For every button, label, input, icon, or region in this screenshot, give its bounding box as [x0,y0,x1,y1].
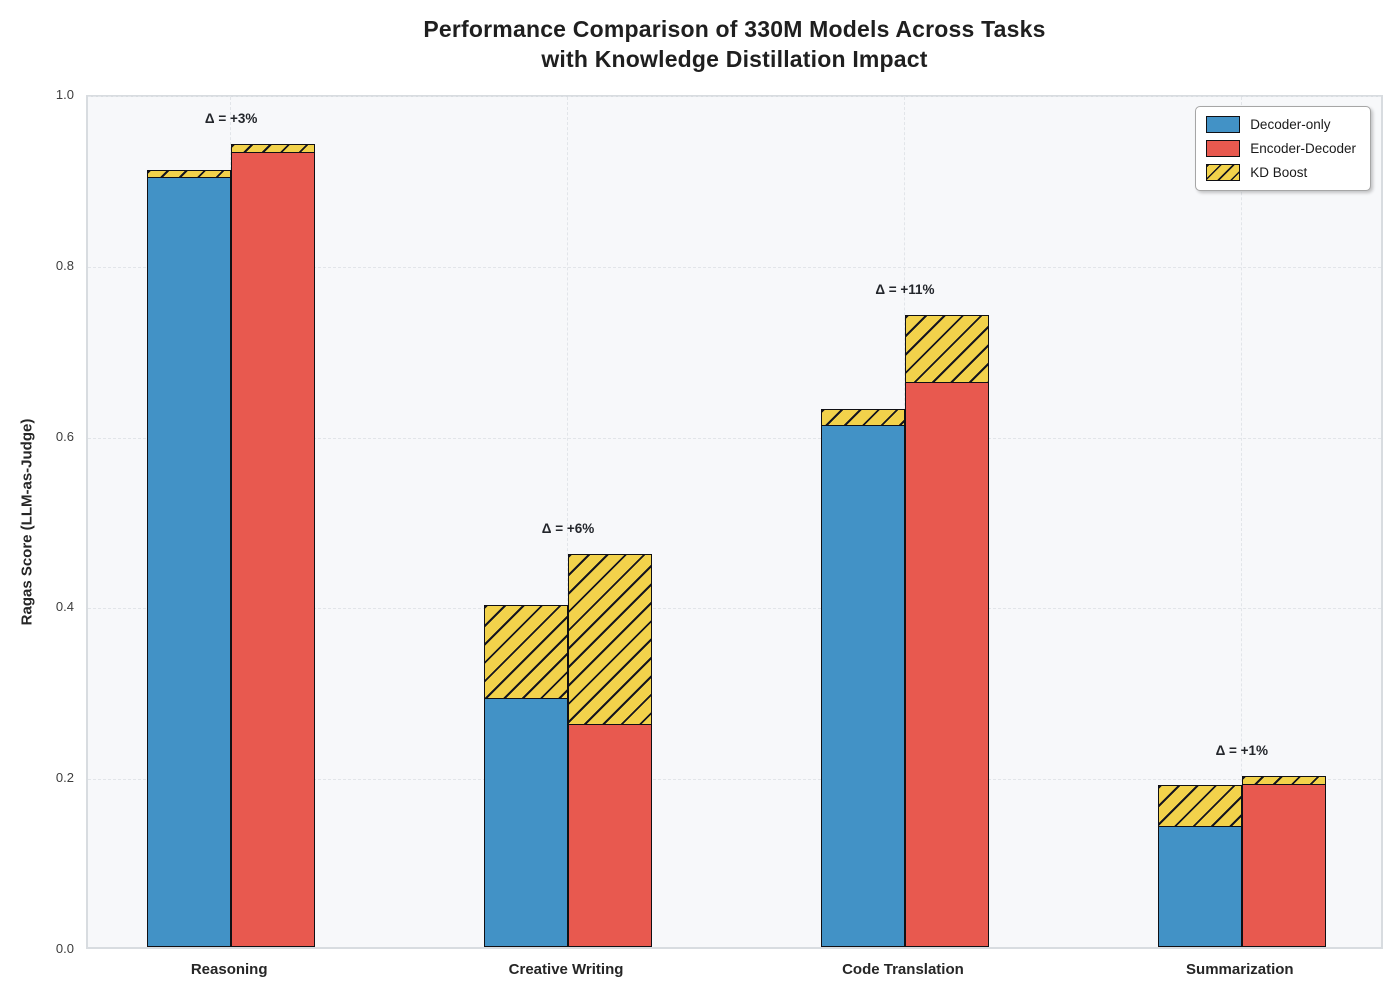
legend-label-encoder-decoder: Encoder-Decoder [1250,141,1356,156]
h-gridline [88,779,1381,781]
legend-label-decoder-only: Decoder-only [1250,117,1331,132]
bar-encoder-decoder-code-translation [904,315,989,947]
y-tick-label: 0.4 [55,599,74,615]
y-tick-label: 1.0 [55,87,74,102]
kd-boost-segment [820,408,905,427]
delta-annotation: Δ = +6% [541,521,595,537]
legend-item-encoder-decoder: Encoder-Decoder [1206,140,1356,157]
plot-area: Decoder-only Encoder-Decoder KD Boost Δ … [86,95,1383,949]
bar-encoder-decoder-reasoning [231,144,316,947]
x-tick-label: Code Translation [842,961,964,978]
bar-decoder-only-code-translation [820,408,905,947]
bar-base-segment [904,383,989,947]
bar-base-segment [231,152,316,947]
kd-boost-segment [1157,784,1242,828]
bar-base-segment [147,178,232,947]
bar-base-segment [1157,827,1242,947]
legend: Decoder-only Encoder-Decoder KD Boost [1195,106,1371,191]
bar-decoder-only-creative-writing [484,605,569,947]
delta-annotation: Δ = +1% [1215,743,1269,759]
kd-boost-segment [484,605,569,700]
h-gridline [88,266,1381,268]
bar-decoder-only-summarization [1157,784,1242,947]
h-gridline [88,608,1381,610]
legend-label-kd-boost: KD Boost [1250,165,1308,180]
bar-decoder-only-reasoning [147,169,232,947]
y-tick-label: 0.0 [55,941,74,956]
bar-base-segment [1241,784,1326,947]
kd-boost-segment [568,554,653,725]
bar-encoder-decoder-summarization [1241,776,1326,947]
bar-base-segment [568,724,653,947]
bar-base-segment [484,699,569,947]
y-axis-label: Ragas Score (LLM-as-Judge) [18,418,36,626]
bar-encoder-decoder-creative-writing [568,554,653,947]
h-gridline [88,96,1381,97]
legend-item-decoder-only: Decoder-only [1206,116,1356,133]
kd-boost-segment [231,144,316,153]
legend-swatch-kd-boost [1206,164,1241,181]
chart-title-line-2: with Knowledge Distillation Impact [541,46,928,72]
legend-swatch-decoder-only [1206,116,1241,133]
legend-item-kd-boost: KD Boost [1206,164,1356,181]
delta-annotation: Δ = +11% [875,282,935,298]
y-tick-label: 0.6 [55,428,74,444]
delta-annotation: Δ = +3% [204,111,258,127]
x-tick-label: Creative Writing [508,961,624,978]
x-tick-label: Reasoning [190,961,268,978]
kd-boost-segment [147,169,232,179]
v-gridline [1240,97,1242,947]
legend-swatch-encoder-decoder [1206,140,1241,157]
kd-boost-segment [1241,776,1326,785]
bar-base-segment [820,426,905,947]
v-gridline [567,97,569,947]
y-tick-label: 0.2 [55,770,74,786]
h-gridline [88,437,1381,439]
y-tick-label: 0.8 [55,257,74,273]
chart-title-line-1: Performance Comparison of 330M Models Ac… [423,16,1046,42]
x-tick-label: Summarization [1186,961,1294,978]
kd-boost-segment [904,315,989,384]
